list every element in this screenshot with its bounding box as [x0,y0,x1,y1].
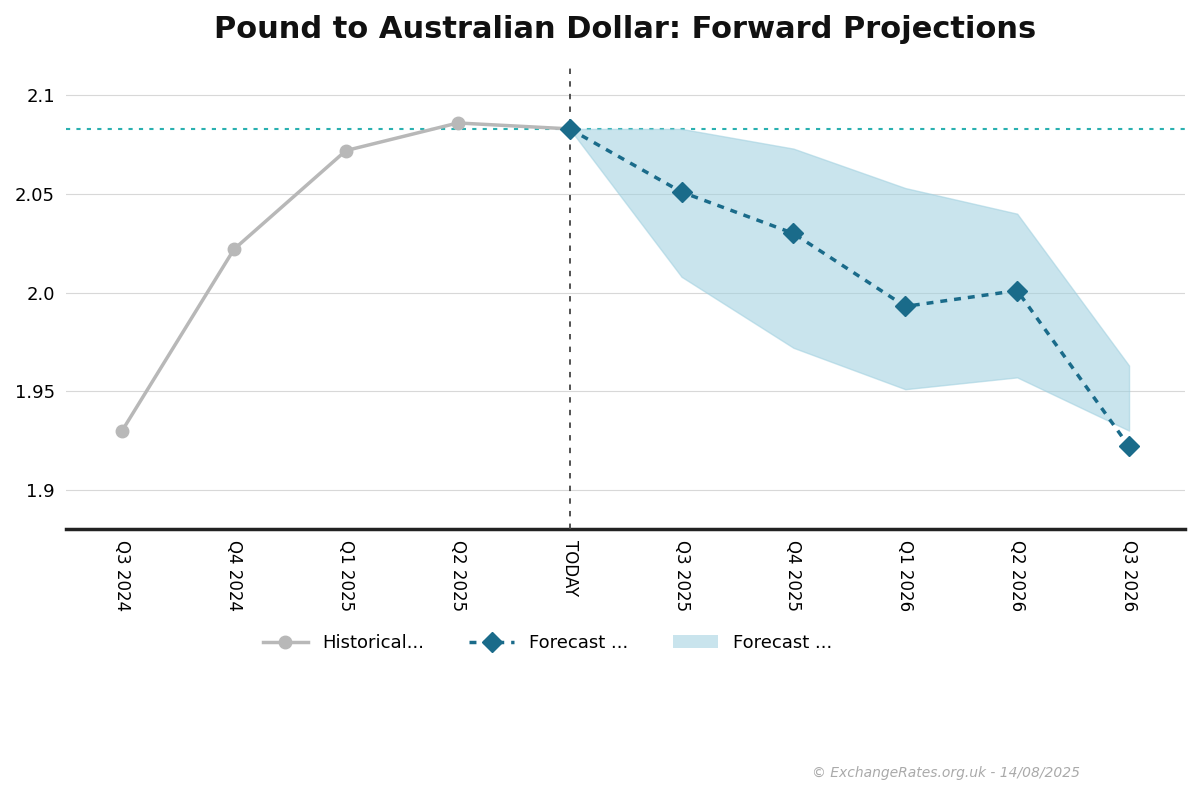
Title: Pound to Australian Dollar: Forward Projections: Pound to Australian Dollar: Forward Proj… [215,15,1037,44]
Legend: Historical..., Forecast ..., Forecast ...: Historical..., Forecast ..., Forecast ..… [256,626,839,659]
Text: © ExchangeRates.org.uk - 14/08/2025: © ExchangeRates.org.uk - 14/08/2025 [812,766,1080,780]
